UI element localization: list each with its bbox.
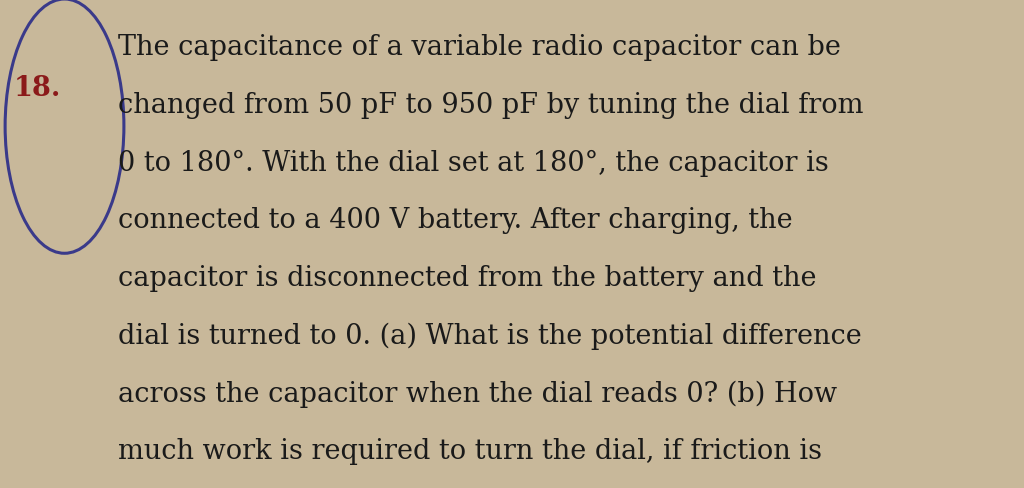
Text: capacitor is disconnected from the battery and the: capacitor is disconnected from the batte… (118, 264, 816, 291)
Text: 18.: 18. (13, 74, 60, 102)
Text: across the capacitor when the dial reads 0? (b) How: across the capacitor when the dial reads… (118, 380, 837, 407)
Text: much work is required to turn the dial, if friction is: much work is required to turn the dial, … (118, 437, 821, 464)
Text: The capacitance of a variable radio capacitor can be: The capacitance of a variable radio capa… (118, 34, 841, 61)
Text: dial is turned to 0. (a) What is the potential difference: dial is turned to 0. (a) What is the pot… (118, 322, 861, 349)
Text: changed from 50 pF to 950 pF by tuning the dial from: changed from 50 pF to 950 pF by tuning t… (118, 92, 863, 119)
Text: connected to a 400 V battery. After charging, the: connected to a 400 V battery. After char… (118, 207, 793, 234)
Text: 0 to 180°. With the dial set at 180°, the capacitor is: 0 to 180°. With the dial set at 180°, th… (118, 149, 828, 176)
